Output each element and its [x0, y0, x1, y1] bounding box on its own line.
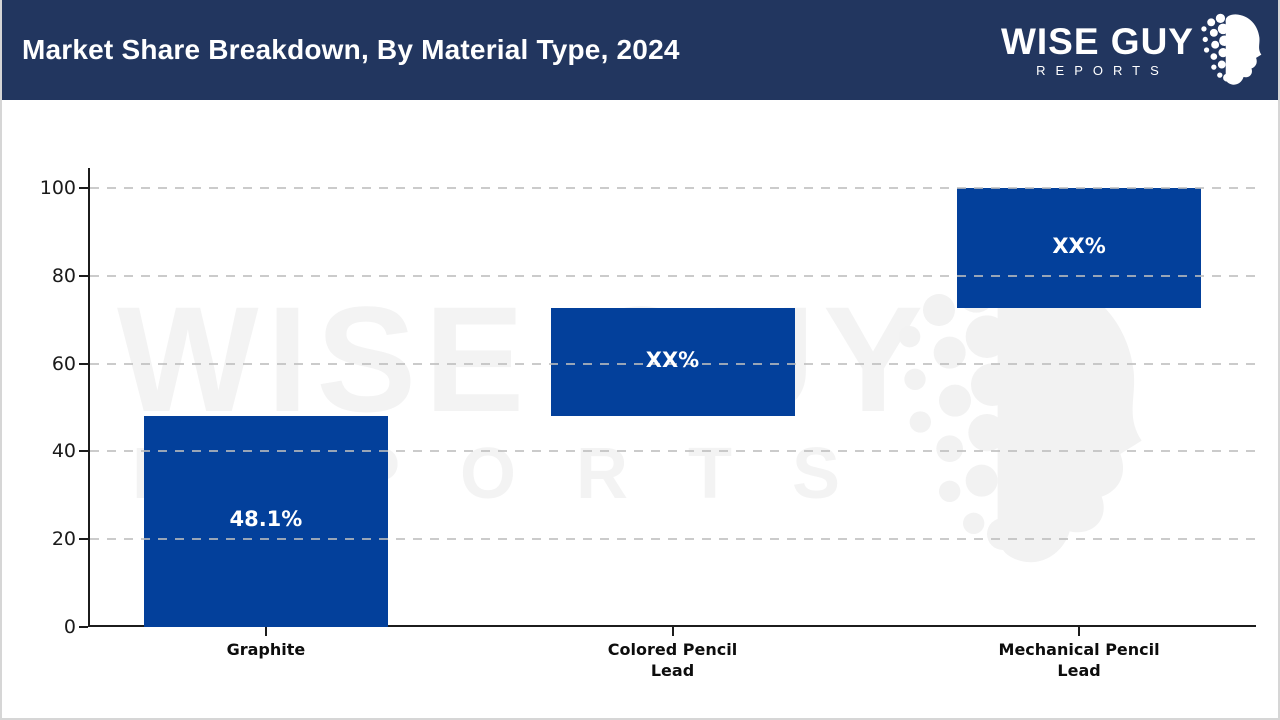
category-label-line: Colored Pencil	[607, 640, 738, 659]
bar-value-label-graphite: 48.1%	[229, 507, 303, 532]
category-label-mechanical-pencil-lead: Mechanical Pencil Lead	[919, 639, 1239, 681]
category-label-graphite: Graphite	[106, 639, 426, 660]
y-tick-mark-0	[79, 626, 88, 628]
y-tick-label-0: 0	[63, 616, 76, 638]
y-axis-line	[88, 168, 90, 627]
logo-subtitle: REPORTS	[1036, 63, 1169, 78]
category-label-line: Lead	[1057, 661, 1101, 680]
gridline-40	[90, 450, 1255, 453]
x-tick-mark-colored-pencil-lead	[671, 627, 674, 636]
y-tick-label-60: 60	[51, 352, 76, 375]
bar-mechanical-pencil-lead	[957, 188, 1202, 309]
y-tick-mark-40	[79, 450, 88, 453]
category-label-line: Lead	[650, 661, 695, 680]
y-tick-mark-20	[79, 538, 88, 541]
x-tick-mark-mechanical-pencil-lead	[1078, 627, 1081, 636]
gridline-100	[90, 187, 1255, 189]
gridline-60	[90, 362, 1255, 365]
x-tick-mark-graphite	[264, 627, 267, 636]
y-tick-mark-100	[79, 187, 88, 189]
logo-text-block: WISE GUY REPORTS	[1001, 23, 1194, 77]
category-label-line: Mechanical Pencil	[998, 640, 1160, 659]
y-tick-mark-60	[79, 362, 88, 365]
y-tick-label-40: 40	[51, 440, 76, 463]
category-label-colored-pencil-lead: Colored Pencil Lead	[513, 639, 833, 681]
y-tick-label-100: 100	[39, 177, 76, 199]
bar-value-label-colored-pencil-lead: XX%	[645, 348, 700, 373]
bar-colored-pencil-lead	[550, 308, 795, 416]
x-axis-line	[88, 625, 1256, 627]
y-tick-label-80: 80	[51, 264, 76, 287]
header-banner: Market Share Breakdown, By Material Type…	[2, 0, 1278, 100]
logo-wordmark: WISE GUY	[1000, 21, 1194, 62]
gridline-80	[90, 274, 1255, 277]
chart-title: Market Share Breakdown, By Material Type…	[22, 34, 680, 65]
wise-guy-reports-logo: WISE GUY REPORTS	[1001, 9, 1264, 91]
gridline-20	[90, 538, 1255, 541]
bar-value-label-mechanical-pencil-lead: XX%	[1052, 234, 1106, 259]
category-label-line: Graphite	[226, 640, 306, 659]
y-tick-mark-80	[79, 274, 88, 277]
y-tick-label-20: 20	[51, 528, 76, 551]
